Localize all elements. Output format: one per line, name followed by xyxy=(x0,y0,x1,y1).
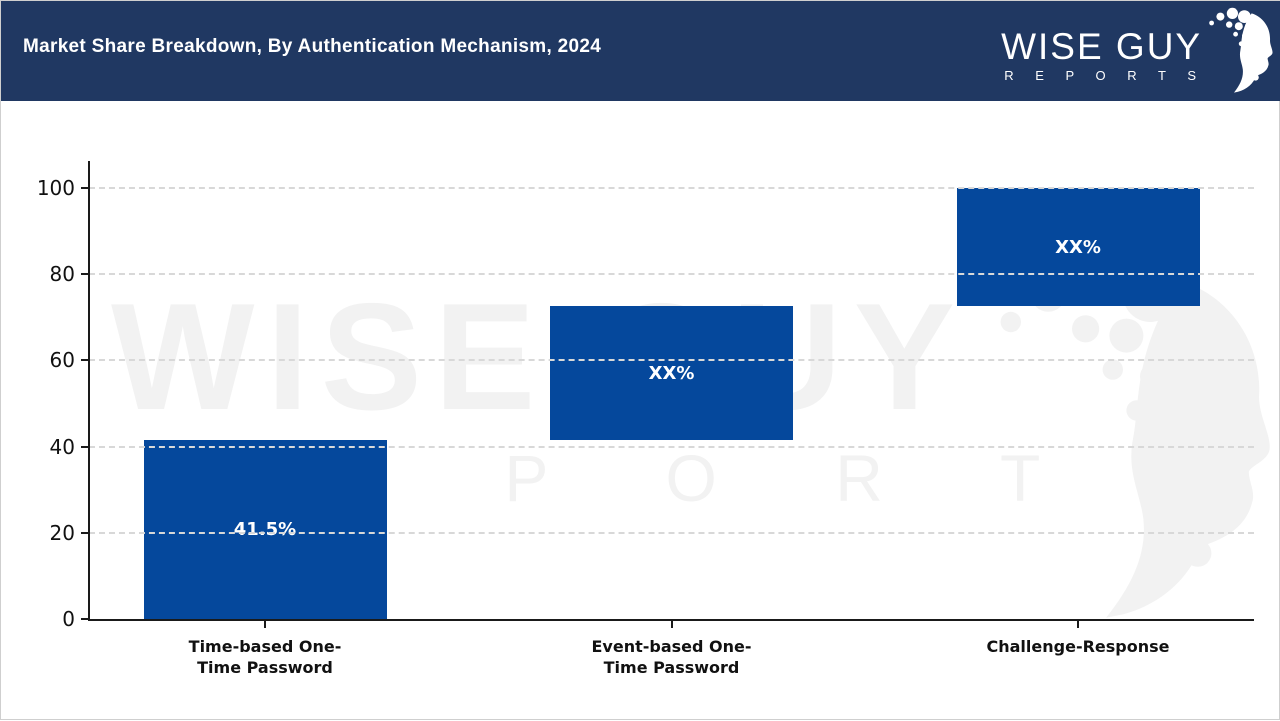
y-tick-60 xyxy=(81,359,89,362)
watermark-wordmark: WISE GUY xyxy=(111,272,968,442)
chart-plot-area: 41.5% XX% XX% 0 20 40 60 80 100 Time-based One- Ti… xyxy=(1,101,1280,721)
x-tick-2 xyxy=(670,621,673,628)
logo-wordmark: WISE GUY xyxy=(1001,26,1203,67)
chart-title: Market Share Breakdown, By Authenticatio… xyxy=(23,36,602,57)
x-category-label-3: Challenge-Response xyxy=(987,636,1170,657)
y-tick-label-100: 100 xyxy=(36,176,75,200)
logo-subtitle: R E P O R T S xyxy=(1004,68,1205,83)
y-tick-40 xyxy=(81,445,89,448)
bar-segment-3: XX% xyxy=(956,188,1200,307)
x-axis-line xyxy=(89,619,1254,621)
gridline-40 xyxy=(89,445,1254,448)
y-tick-100 xyxy=(81,187,89,189)
y-tick-0 xyxy=(81,618,89,620)
x-tick-1 xyxy=(264,621,266,628)
y-tick-20 xyxy=(81,531,89,534)
bar-segment-2: XX% xyxy=(550,306,793,441)
logo-text: WISE GUY R E P O R T S xyxy=(998,28,1205,84)
gridline-80 xyxy=(89,273,1254,276)
header-bar: Market Share Breakdown, By Authenticatio… xyxy=(1,1,1280,101)
y-tick-label-0: 0 xyxy=(62,607,75,631)
bar-value-label: XX% xyxy=(648,362,695,384)
y-tick-label-80: 80 xyxy=(49,262,75,287)
bar-segment-1: 41.5% xyxy=(143,440,387,619)
gridline-20 xyxy=(89,531,1254,534)
y-axis-line xyxy=(88,161,90,621)
y-tick-label-20: 20 xyxy=(49,520,75,545)
x-category-label-line: Challenge-Response xyxy=(986,637,1170,656)
gridline-60 xyxy=(89,359,1254,362)
y-tick-label-60: 60 xyxy=(49,348,75,373)
x-category-label-line: Time-based One- xyxy=(188,637,342,656)
logo-face-icon xyxy=(1209,7,1273,93)
y-tick-80 xyxy=(81,273,89,276)
x-category-label-1: Time-based One- Time Password xyxy=(189,636,342,678)
gridline-100 xyxy=(89,187,1254,189)
x-category-label-line: Event-based One- xyxy=(591,637,752,656)
x-category-label-line: Time Password xyxy=(603,658,740,677)
bar-value-label: XX% xyxy=(1055,236,1101,258)
x-category-label-2: Event-based One- Time Password xyxy=(591,636,751,678)
y-tick-label-40: 40 xyxy=(49,434,75,459)
x-tick-3 xyxy=(1077,621,1079,628)
bar-value-label: 41.5% xyxy=(233,519,297,541)
x-category-label-line: Time Password xyxy=(197,658,333,677)
wise-guy-reports-logo: WISE GUY R E P O R T S xyxy=(998,7,1277,95)
